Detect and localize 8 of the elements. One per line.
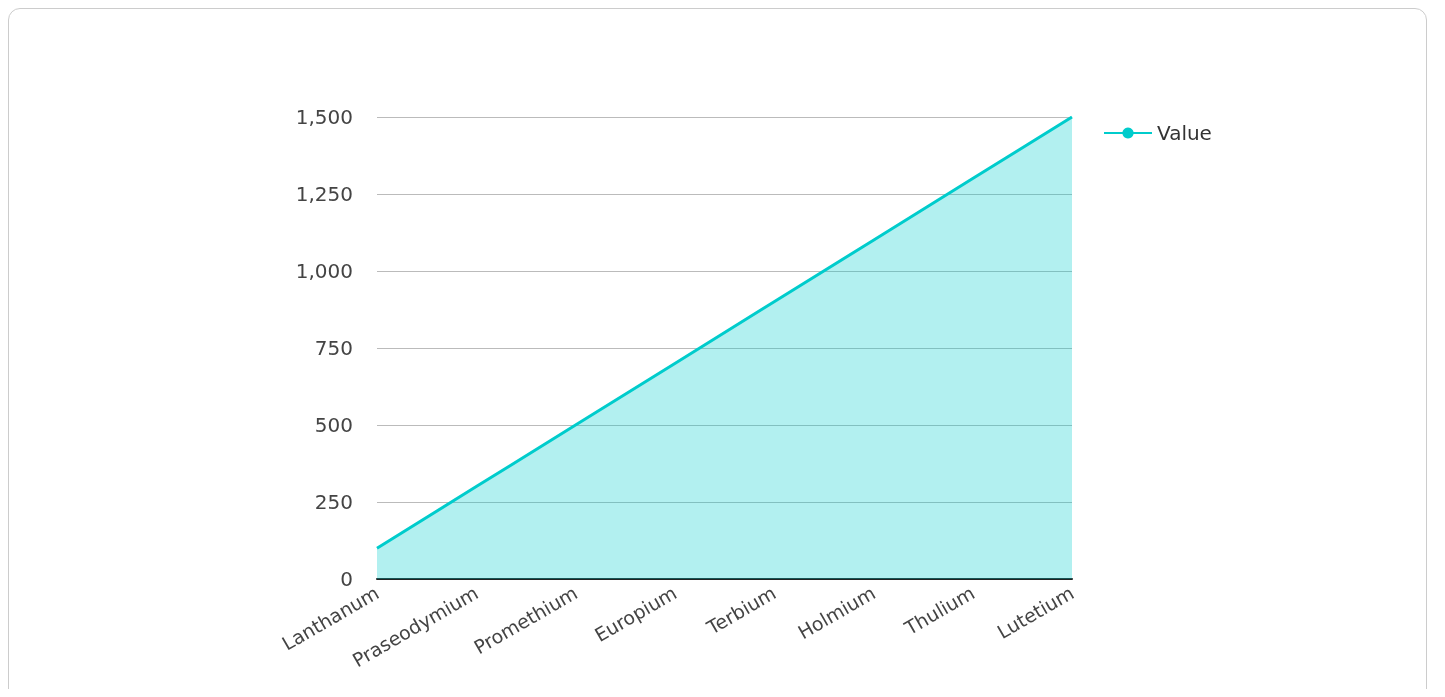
y-tick-label: 1,250 bbox=[295, 182, 353, 206]
y-tick-label: 0 bbox=[340, 567, 353, 591]
y-tick-label: 500 bbox=[314, 413, 353, 437]
y-tick-label: 250 bbox=[314, 490, 353, 514]
y-tick-label: 1,000 bbox=[295, 259, 353, 283]
y-tick-label: 750 bbox=[314, 336, 353, 360]
y-tick-label: 1,500 bbox=[295, 105, 353, 129]
legend-label: Value bbox=[1157, 121, 1212, 145]
